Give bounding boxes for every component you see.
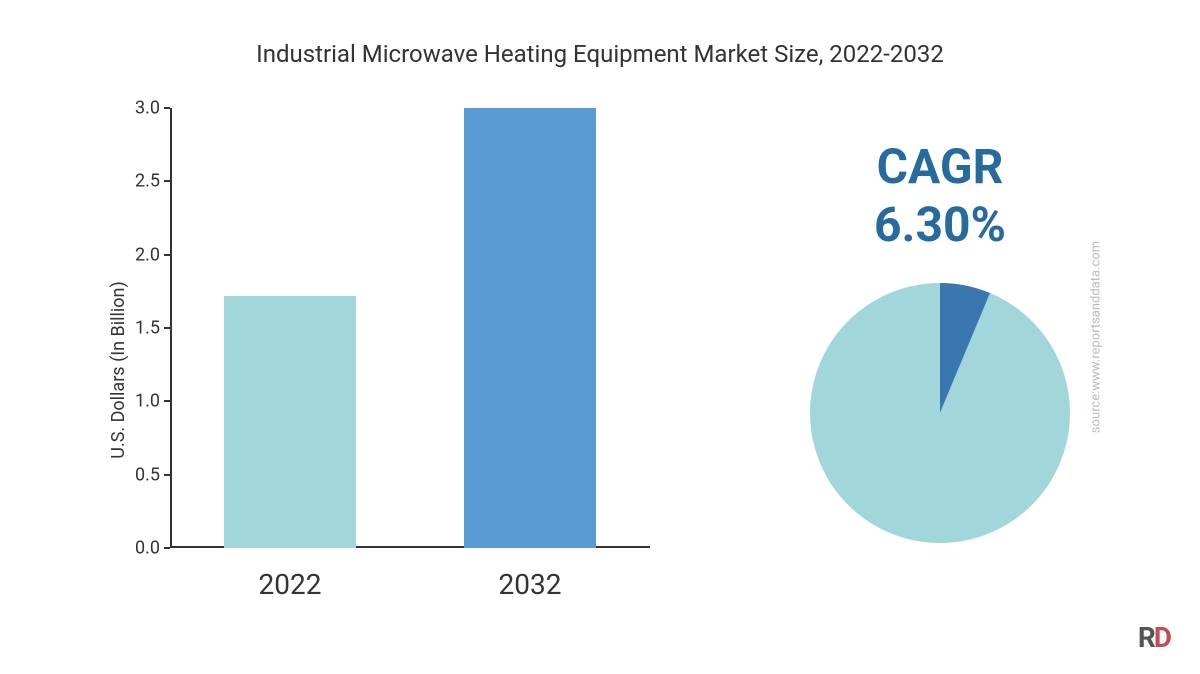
- y-tick-mark: [164, 547, 170, 549]
- y-tick-label: 1.5: [135, 318, 160, 339]
- logo-main: R: [1138, 621, 1154, 654]
- y-tick-mark: [164, 180, 170, 182]
- source-attribution: source:www.reportsanddata.com: [1088, 241, 1103, 433]
- x-tick-label: 2022: [259, 568, 322, 601]
- y-tick-mark: [164, 327, 170, 329]
- summary-panel: CAGR 6.30%: [660, 108, 1160, 632]
- x-tick-label: 2032: [499, 568, 562, 601]
- y-tick-label: 0.5: [135, 464, 160, 485]
- y-tick-label: 2.5: [135, 171, 160, 192]
- bar: [464, 108, 596, 548]
- logo-accent: D: [1154, 621, 1170, 654]
- bar: [224, 296, 356, 548]
- cagr-line2: 6.30%: [874, 196, 1006, 254]
- y-tick-label: 2.0: [135, 244, 160, 265]
- pie-chart: [810, 283, 1070, 543]
- y-tick-mark: [164, 107, 170, 109]
- y-tick-label: 1.0: [135, 391, 160, 412]
- cagr-line1: CAGR: [874, 138, 1006, 196]
- y-tick-mark: [164, 474, 170, 476]
- cagr-text: CAGR 6.30%: [874, 138, 1006, 253]
- y-tick-mark: [164, 400, 170, 402]
- pie-slice: [810, 283, 1070, 543]
- y-axis-label: U.S. Dollars (In Billion): [108, 281, 129, 458]
- bar-chart-plot: 0.00.51.01.52.02.53.020222032: [170, 108, 650, 548]
- logo: RD: [1138, 621, 1170, 654]
- y-tick-mark: [164, 254, 170, 256]
- y-axis-line: [170, 108, 172, 548]
- y-tick-label: 3.0: [135, 98, 160, 119]
- y-tick-label: 0.0: [135, 538, 160, 559]
- chart-title: Industrial Microwave Heating Equipment M…: [40, 40, 1160, 68]
- bar-chart-area: U.S. Dollars (In Billion) 0.00.51.01.52.…: [40, 108, 660, 632]
